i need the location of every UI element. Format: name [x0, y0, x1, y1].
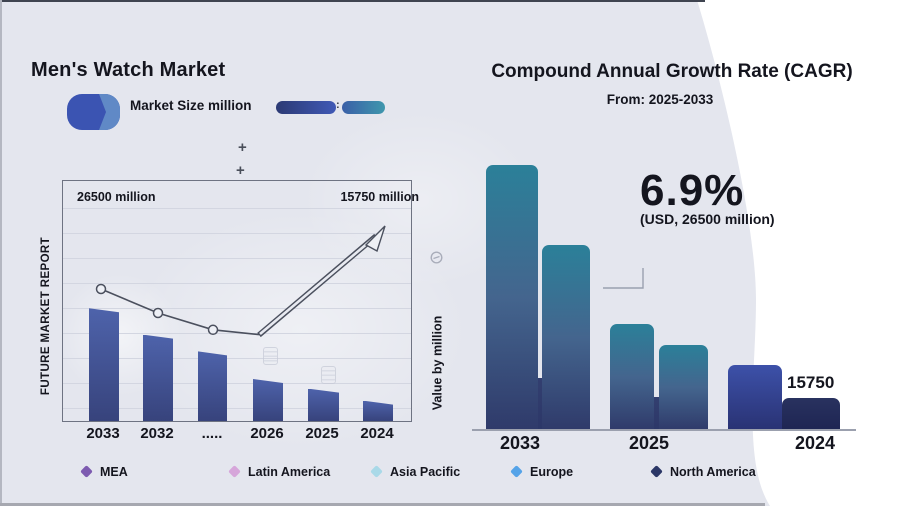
bar-value-label: 15750 [787, 373, 835, 392]
bar-connector [538, 378, 542, 430]
plus-icon: + [238, 139, 247, 156]
cagr-value: 6.9% [640, 166, 745, 215]
trend-line-overlay [95, 225, 386, 338]
growth-arrowhead-icon [364, 225, 386, 253]
trend-markers [95, 283, 219, 336]
line-marker [152, 307, 164, 319]
bar [363, 400, 393, 421]
top-edge-line [0, 0, 705, 2]
line-marker [95, 283, 107, 295]
trend-line [100, 288, 260, 336]
market-size-label: Market Size million [130, 98, 252, 113]
legend-item-mea: MEA [80, 464, 128, 479]
x-tick-label: 2025 [305, 425, 339, 442]
market-size-chart: 26500 million 15750 million [62, 180, 419, 422]
bar [89, 308, 119, 421]
bar [253, 379, 283, 421]
bar [198, 351, 227, 421]
x-tick-label: 2024 [360, 425, 394, 442]
legend-diamond-icon [510, 465, 523, 478]
right-chart-axis-line [472, 429, 856, 431]
bottom-edge-line [0, 503, 765, 506]
x-tick-label: 2024 [794, 433, 836, 453]
x-tick-label: 2033 [86, 425, 120, 442]
legend-label: Europe [530, 464, 574, 479]
cagr-title: Compound Annual Growth Rate (CAGR) [491, 61, 853, 82]
pair-bar [782, 398, 840, 430]
step-annotation-line [603, 268, 644, 289]
bar-connector [654, 397, 659, 430]
left-edge-line [0, 0, 2, 506]
legend-item-north-america: North America [650, 464, 756, 479]
pair-bar [486, 165, 538, 430]
bar [308, 388, 339, 421]
ratio-pill-left-icon [276, 101, 336, 114]
legend-item-latin-america: Latin America [228, 464, 331, 479]
pair-bar [728, 365, 782, 430]
bar [143, 334, 173, 421]
clipboard-watermark-icon [263, 347, 278, 365]
x-tick-label: 2026 [250, 425, 284, 442]
legend-diamond-icon [370, 465, 383, 478]
chart-end-value-label: 15750 million [340, 190, 419, 204]
line-marker [207, 324, 219, 336]
legend-label: North America [670, 464, 756, 479]
legend-label: Asia Pacific [390, 464, 461, 479]
pill-cap-shape [99, 94, 120, 130]
cagr-subtitle: From: 2025-2033 [606, 92, 714, 107]
legend-label: MEA [100, 464, 128, 479]
legend-label: Latin America [248, 464, 331, 479]
value-axis-label: Value by million [430, 315, 445, 411]
pair-bar [542, 244, 590, 430]
x-tick-label: 2032 [140, 425, 174, 442]
ratio-colon: : [336, 99, 340, 111]
x-tick-label: ..... [201, 425, 223, 442]
faded-clock-icon [430, 251, 443, 264]
chart-max-value-label: 26500 million [77, 190, 156, 204]
legend-item-europe: Europe [510, 464, 574, 479]
plus-icon: + [236, 162, 245, 179]
legend-diamond-icon [228, 465, 241, 478]
pair-bar [659, 345, 708, 430]
x-tick-label: 2033 [499, 433, 541, 453]
page-title: Men's Watch Market [31, 59, 226, 81]
legend-diamond-icon [650, 465, 663, 478]
pair-bar [610, 324, 654, 430]
legend-diamond-icon [80, 465, 93, 478]
cagr-value-subtext: (USD, 26500 million) [640, 211, 775, 227]
market-size-pill-icon [67, 94, 120, 130]
future-market-report-label: FUTURE MARKET REPORT [40, 236, 52, 396]
legend-item-asia-pacific: Asia Pacific [370, 464, 461, 479]
x-tick-label: 2025 [628, 433, 670, 453]
clipboard-watermark-icon [321, 366, 336, 384]
growth-arrow-inner [259, 236, 376, 335]
ratio-pill-right-icon [342, 101, 385, 114]
